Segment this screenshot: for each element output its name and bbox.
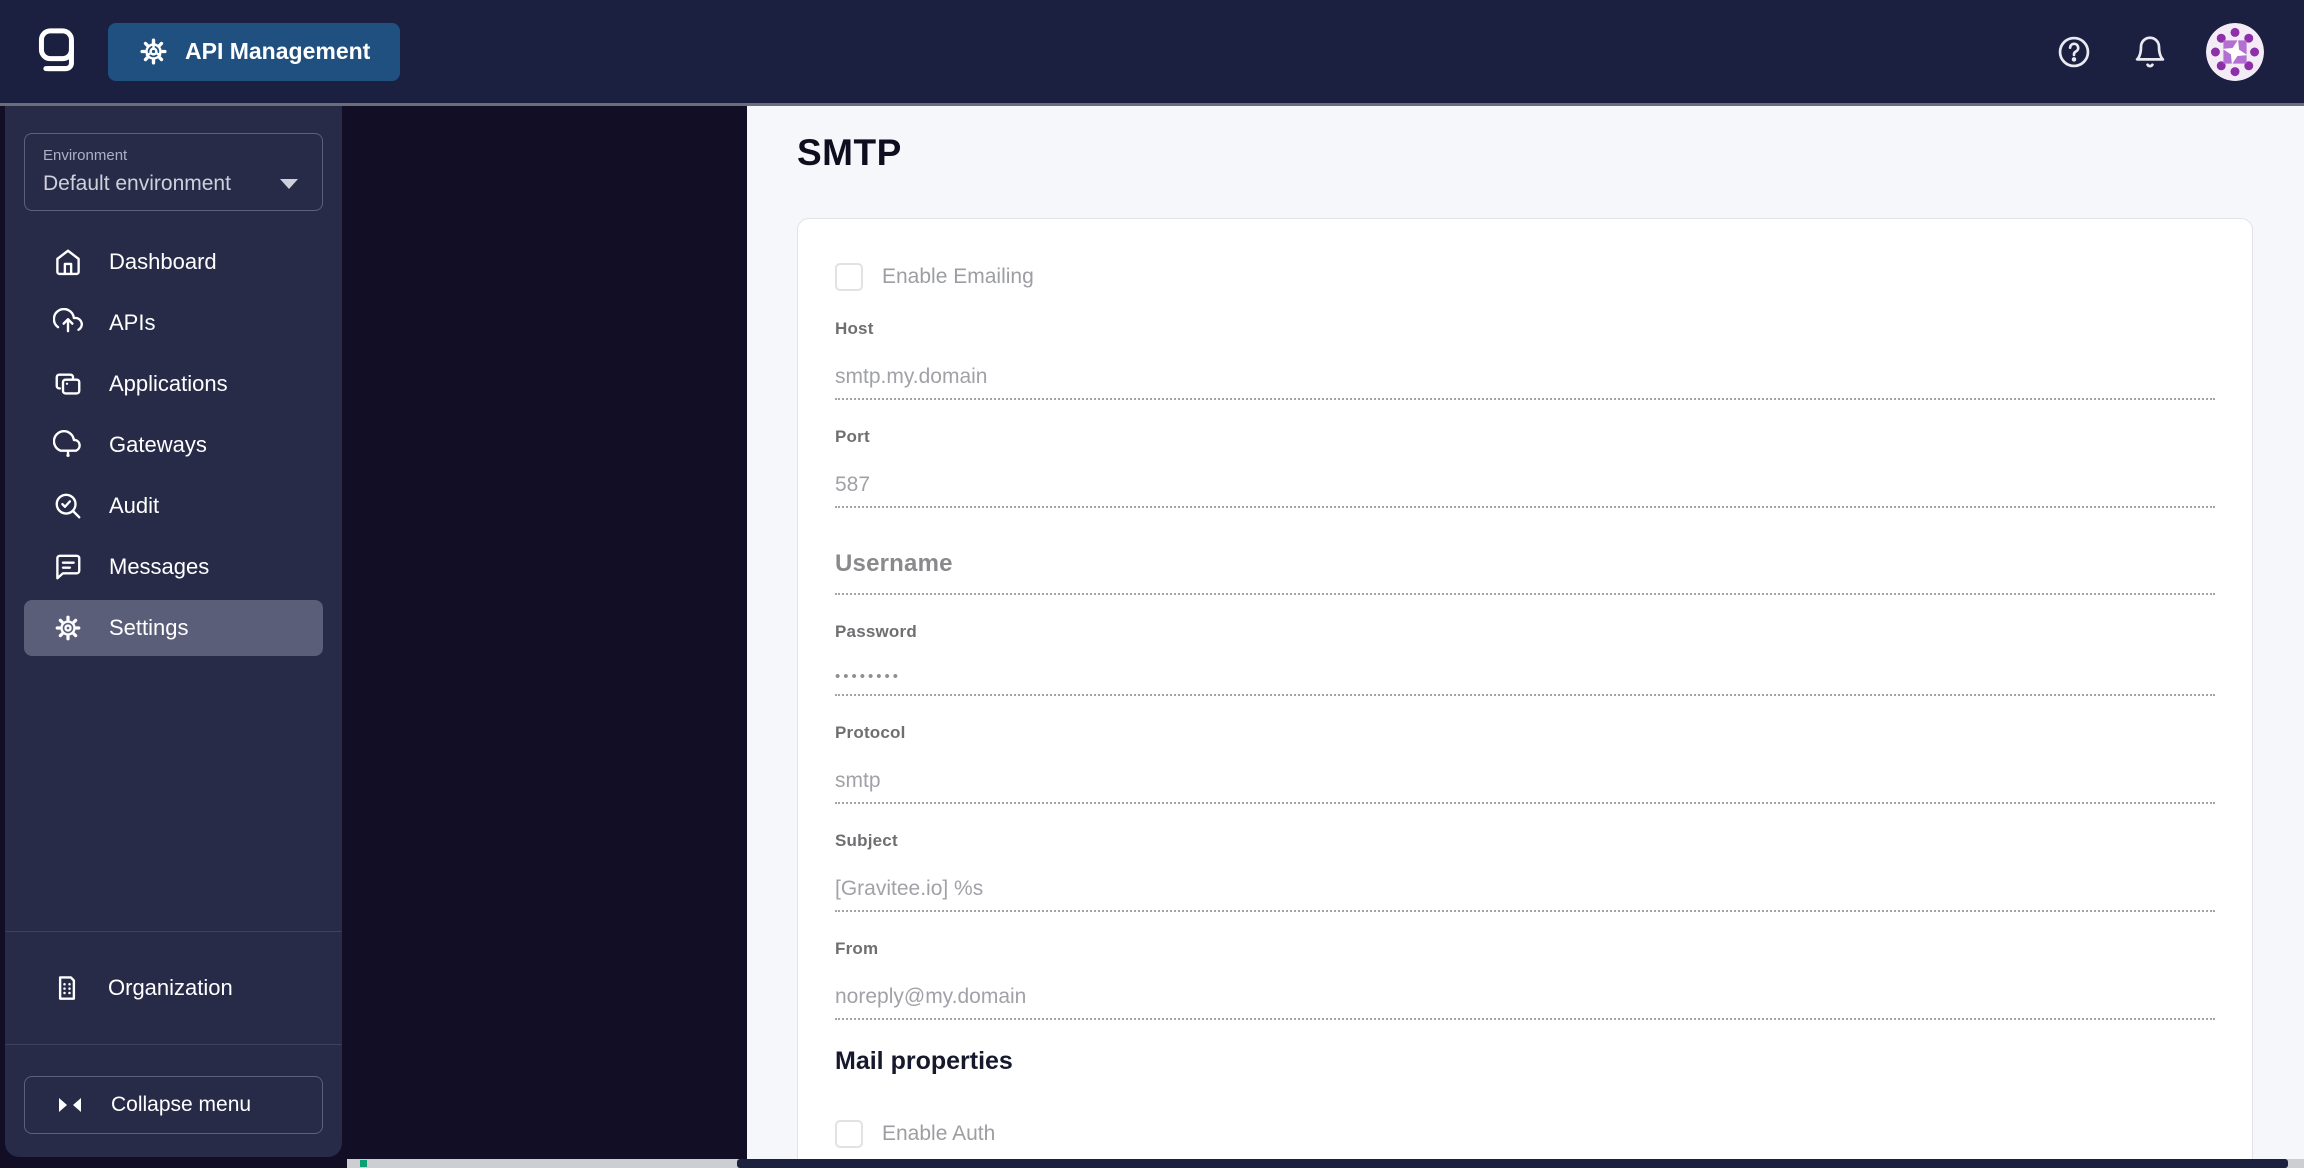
home-icon xyxy=(52,246,83,277)
enable-emailing-label: Enable Emailing xyxy=(882,265,1034,288)
environment-select-value: Default environment xyxy=(43,172,231,195)
subject-input[interactable]: [Gravitee.io] %s xyxy=(835,877,2215,912)
sidebar-item-label: APIs xyxy=(109,309,156,335)
horizontal-scrollbar[interactable] xyxy=(347,1159,2304,1168)
notifications-button[interactable] xyxy=(2130,32,2170,72)
sidebar-footer: Organization Collapse menu xyxy=(5,931,342,1157)
gravitee-g-icon xyxy=(38,27,74,71)
help-button[interactable] xyxy=(2054,32,2094,72)
collapse-arrows-icon xyxy=(57,1095,83,1115)
divider xyxy=(5,931,342,932)
port-label: Port xyxy=(835,427,870,446)
collapse-menu-button[interactable]: Collapse menu xyxy=(24,1076,323,1134)
api-management-button[interactable]: API Management xyxy=(108,22,401,81)
cloud-upload-icon xyxy=(52,307,83,338)
sidebar-item-label: Settings xyxy=(109,615,189,640)
sidebar-item-label: Organization xyxy=(108,975,233,1000)
from-input[interactable]: noreply@my.domain xyxy=(835,985,2215,1020)
field-username: Username xyxy=(835,550,2215,595)
port-input[interactable]: 587 xyxy=(835,473,2215,508)
enable-auth-checkbox[interactable] xyxy=(835,1120,863,1148)
submenu-panel xyxy=(342,106,747,1168)
smtp-fields: Host smtp.my.domain Port 587 Username Pa… xyxy=(835,319,2215,1020)
topbar: API Management xyxy=(0,0,2304,106)
sidebar-item-settings[interactable]: Settings xyxy=(24,600,323,656)
chevron-down-icon xyxy=(280,179,298,189)
cloud-node-icon xyxy=(52,429,83,460)
from-label: From xyxy=(835,939,879,958)
sidebar-item-audit[interactable]: Audit xyxy=(24,475,323,536)
sidebar-item-label: Audit xyxy=(109,492,160,518)
smtp-form-card: Enable Emailing Host smtp.my.domain Port… xyxy=(797,218,2253,1168)
field-protocol: Protocol smtp xyxy=(835,723,2215,804)
username-label[interactable]: Username xyxy=(835,550,2215,595)
help-icon xyxy=(2058,36,2090,67)
enable-emailing-row: Enable Emailing xyxy=(835,263,2215,291)
sidebar: Environment Default environment Dashboar… xyxy=(5,106,342,1157)
field-from: From noreply@my.domain xyxy=(835,939,2215,1020)
user-avatar[interactable] xyxy=(2206,22,2264,81)
sidebar-item-label: Gateways xyxy=(109,431,207,457)
gear-icon xyxy=(52,613,83,644)
sidebar-item-label: Dashboard xyxy=(109,248,217,274)
protocol-label: Protocol xyxy=(835,723,906,742)
field-subject: Subject [Gravitee.io] %s xyxy=(835,831,2215,912)
avatar-identicon xyxy=(2206,22,2264,81)
divider xyxy=(5,1044,342,1045)
topbar-actions xyxy=(2054,22,2264,81)
host-input[interactable]: smtp.my.domain xyxy=(835,365,2215,400)
page-title: SMTP xyxy=(797,132,902,173)
environment-select-label: Environment xyxy=(43,147,128,164)
gear-icon xyxy=(138,36,169,67)
windows-stack-icon xyxy=(52,368,83,399)
sidebar-nav: Dashboard APIs xyxy=(5,231,342,656)
chat-bubble-icon xyxy=(52,551,83,582)
field-port: Port 587 xyxy=(835,427,2215,508)
horizontal-scrollbar-thumb[interactable] xyxy=(737,1159,2288,1168)
sidebar-item-label: Applications xyxy=(109,370,228,396)
sidebar-item-applications[interactable]: Applications xyxy=(24,353,323,414)
field-password: Password •••••••• xyxy=(835,622,2215,696)
field-host: Host smtp.my.domain xyxy=(835,319,2215,400)
scrollbar-marker xyxy=(360,1160,367,1167)
password-label: Password xyxy=(835,622,917,641)
main-content: SMTP Enable Emailing Host smtp.my.domain… xyxy=(747,106,2304,1168)
api-management-label: API Management xyxy=(185,38,371,64)
enable-emailing-checkbox[interactable] xyxy=(835,263,863,291)
sidebar-item-label: Messages xyxy=(109,553,210,579)
sidebar-item-dashboard[interactable]: Dashboard xyxy=(24,231,323,292)
password-input[interactable]: •••••••• xyxy=(835,668,2215,696)
collapse-menu-label: Collapse menu xyxy=(111,1093,252,1116)
protocol-input[interactable]: smtp xyxy=(835,769,2215,804)
organization-icon xyxy=(52,973,82,1003)
sidebar-item-messages[interactable]: Messages xyxy=(24,536,323,597)
bell-icon xyxy=(2135,35,2165,67)
sidebar-item-organization[interactable]: Organization xyxy=(5,932,342,1044)
host-label: Host xyxy=(835,319,874,338)
enable-auth-label: Enable Auth xyxy=(882,1122,996,1145)
search-check-icon xyxy=(52,490,83,521)
sidebar-item-gateways[interactable]: Gateways xyxy=(24,414,323,475)
gravitee-logo[interactable] xyxy=(34,24,80,80)
sidebar-item-apis[interactable]: APIs xyxy=(24,292,323,353)
environment-select[interactable]: Environment Default environment xyxy=(24,133,323,211)
enable-auth-row: Enable Auth xyxy=(835,1120,2215,1148)
mail-properties-heading: Mail properties xyxy=(835,1047,1013,1075)
subject-label: Subject xyxy=(835,831,898,850)
